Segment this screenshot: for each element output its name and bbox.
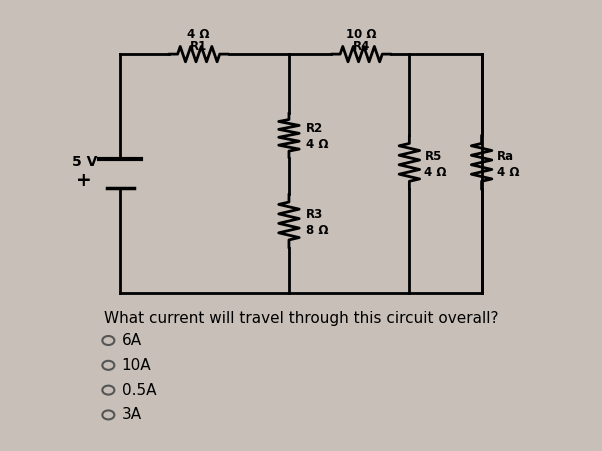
Text: R5: R5 <box>424 151 442 163</box>
Text: 4 Ω: 4 Ω <box>187 28 210 41</box>
Text: R4: R4 <box>353 40 370 53</box>
Text: Ra: Ra <box>497 151 514 163</box>
Text: 10 Ω: 10 Ω <box>346 28 376 41</box>
Text: +: + <box>76 171 92 190</box>
Text: 0.5A: 0.5A <box>122 382 156 398</box>
Text: R2: R2 <box>306 122 323 135</box>
Text: 4 Ω: 4 Ω <box>497 166 519 179</box>
Text: 6A: 6A <box>122 333 141 348</box>
Text: 5 V: 5 V <box>72 155 97 170</box>
Text: What current will travel through this circuit overall?: What current will travel through this ci… <box>104 311 498 326</box>
Text: 4 Ω: 4 Ω <box>424 166 447 179</box>
Text: 10A: 10A <box>122 358 151 373</box>
Text: R1: R1 <box>190 40 207 53</box>
Text: R3: R3 <box>306 208 323 221</box>
Text: 4 Ω: 4 Ω <box>306 138 328 151</box>
Text: 3A: 3A <box>122 407 141 423</box>
Text: 8 Ω: 8 Ω <box>306 224 328 236</box>
